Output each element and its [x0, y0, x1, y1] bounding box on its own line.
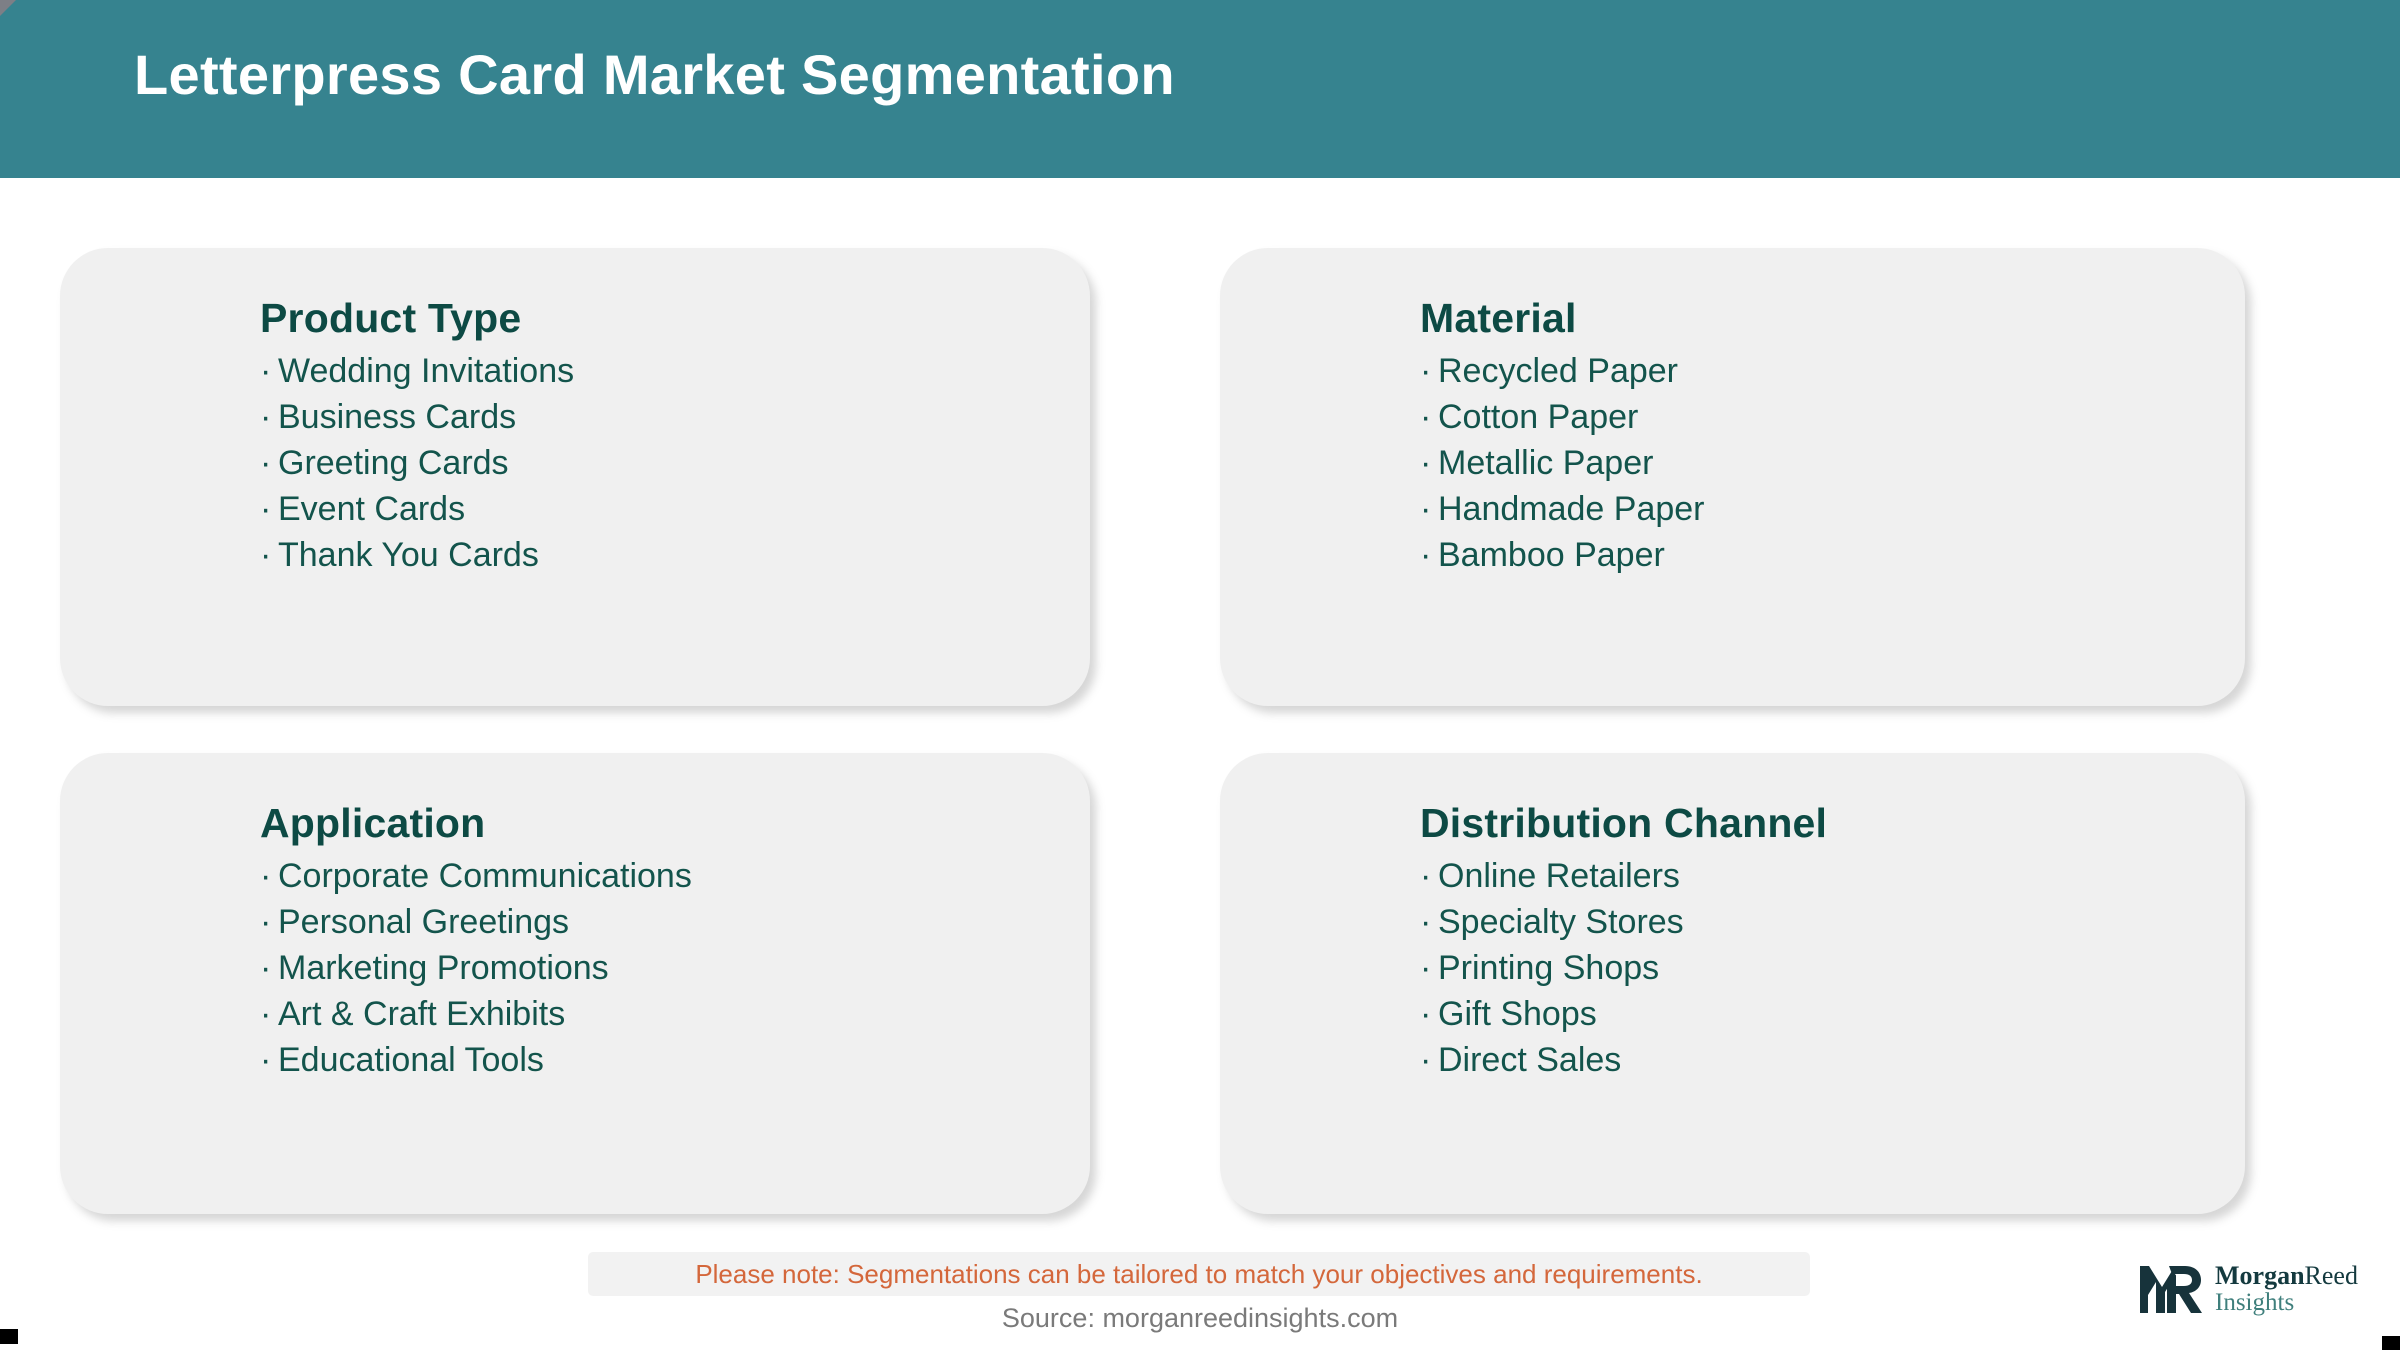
bullet-icon: · [1420, 903, 1432, 942]
list-item-label: Educational Tools [278, 1041, 544, 1080]
list-item: · Business Cards [260, 394, 1030, 440]
list-item: · Event Cards [260, 486, 1030, 532]
logo-wordmark: MorganReed Insights [2215, 1262, 2358, 1315]
list-item: · Metallic Paper [1420, 440, 2185, 486]
list-item: · Printing Shops [1420, 945, 2185, 991]
list-item-label: Personal Greetings [278, 903, 570, 942]
segmentation-cards-grid: Product Type · Wedding Invitations · Busin… [60, 248, 2245, 1214]
bullet-icon: · [260, 1041, 272, 1080]
card-list-distribution-channel: · Online Retailers · Specialty Stores · Pri… [1420, 853, 2185, 1083]
list-item-label: Thank You Cards [278, 536, 539, 575]
bullet-icon: · [1420, 995, 1432, 1034]
company-logo: MorganReed Insights [2138, 1262, 2358, 1315]
list-item: · Personal Greetings [260, 899, 1030, 945]
list-item: · Educational Tools [260, 1037, 1030, 1083]
bullet-icon: · [260, 352, 272, 391]
bottom-right-corner-mark [2382, 1336, 2400, 1350]
header-bar: Letterpress Card Market Segmentation [0, 0, 2400, 178]
bullet-icon: · [260, 444, 272, 483]
bullet-icon: · [260, 398, 272, 437]
segment-card-distribution-channel: Distribution Channel · Online Retailers ·… [1220, 753, 2245, 1214]
list-item-label: Art & Craft Exhibits [278, 995, 566, 1034]
list-item-label: Marketing Promotions [278, 949, 609, 988]
list-item: · Wedding Invitations [260, 348, 1030, 394]
list-item-label: Corporate Communications [278, 857, 692, 896]
bullet-icon: · [1420, 490, 1432, 529]
list-item: · Cotton Paper [1420, 394, 2185, 440]
list-item-label: Specialty Stores [1438, 903, 1684, 942]
card-list-product-type: · Wedding Invitations · Business Cards · Gr… [260, 348, 1030, 578]
card-list-application: · Corporate Communications · Personal Gree… [260, 853, 1030, 1083]
list-item: · Art & Craft Exhibits [260, 991, 1030, 1037]
bullet-icon: · [1420, 444, 1432, 483]
logo-name-bold: Morgan [2215, 1261, 2305, 1290]
logo-name-regular: Reed [2304, 1261, 2358, 1290]
card-title-material: Material [1420, 295, 1577, 341]
list-item-label: Event Cards [278, 490, 466, 529]
list-item-label: Handmade Paper [1438, 490, 1705, 529]
list-item: · Recycled Paper [1420, 348, 2185, 394]
disclaimer-note-text: Please note: Segmentations can be tailor… [695, 1258, 1703, 1289]
bullet-icon: · [260, 903, 272, 942]
list-item: · Thank You Cards [260, 532, 1030, 578]
bottom-left-corner-mark [0, 1329, 18, 1344]
list-item-label: Metallic Paper [1438, 444, 1654, 483]
list-item-label: Printing Shops [1438, 949, 1660, 988]
bullet-icon: · [1420, 536, 1432, 575]
bullet-icon: · [260, 857, 272, 896]
list-item-label: Cotton Paper [1438, 398, 1639, 437]
list-item-label: Greeting Cards [278, 444, 509, 483]
page-title: Letterpress Card Market Segmentation [134, 43, 1175, 106]
bullet-icon: · [1420, 949, 1432, 988]
bullet-icon: · [260, 490, 272, 529]
disclaimer-note-box: Please note: Segmentations can be tailor… [588, 1252, 1810, 1296]
segment-card-application: Application · Corporate Communications · P… [60, 753, 1090, 1214]
bullet-icon: · [260, 995, 272, 1034]
list-item-label: Wedding Invitations [278, 352, 575, 391]
list-item: · Specialty Stores [1420, 899, 2185, 945]
card-title-distribution-channel: Distribution Channel [1420, 800, 1828, 846]
segment-card-product-type: Product Type · Wedding Invitations · Busin… [60, 248, 1090, 706]
list-item: · Corporate Communications [260, 853, 1030, 899]
list-item-label: Online Retailers [1438, 857, 1680, 896]
list-item-label: Bamboo Paper [1438, 536, 1665, 575]
list-item: · Gift Shops [1420, 991, 2185, 1037]
segment-card-material: Material · Recycled Paper · Cotton Paper ·… [1220, 248, 2245, 706]
bullet-icon: · [260, 949, 272, 988]
list-item-label: Business Cards [278, 398, 517, 437]
bullet-icon: · [1420, 398, 1432, 437]
list-item: · Direct Sales [1420, 1037, 2185, 1083]
bullet-icon: · [1420, 1041, 1432, 1080]
list-item: · Bamboo Paper [1420, 532, 2185, 578]
card-title-product-type: Product Type [260, 295, 522, 341]
bullet-icon: · [260, 536, 272, 575]
corner-notch-decoration [0, 0, 16, 16]
mr-monogram-icon [2140, 1265, 2202, 1313]
list-item: · Online Retailers [1420, 853, 2185, 899]
list-item-label: Direct Sales [1438, 1041, 1622, 1080]
list-item-label: Gift Shops [1438, 995, 1597, 1034]
logo-company-name: MorganReed [2215, 1262, 2358, 1290]
bullet-icon: · [1420, 352, 1432, 391]
list-item: · Marketing Promotions [260, 945, 1030, 991]
bullet-icon: · [1420, 857, 1432, 896]
list-item-label: Recycled Paper [1438, 352, 1679, 391]
card-title-application: Application [260, 800, 486, 846]
list-item: · Greeting Cards [260, 440, 1030, 486]
logo-tagline: Insights [2215, 1288, 2295, 1316]
card-list-material: · Recycled Paper · Cotton Paper · Metallic … [1420, 348, 2185, 578]
source-attribution: Source: morganreedinsights.com [1001, 1303, 1399, 1333]
list-item: · Handmade Paper [1420, 486, 2185, 532]
